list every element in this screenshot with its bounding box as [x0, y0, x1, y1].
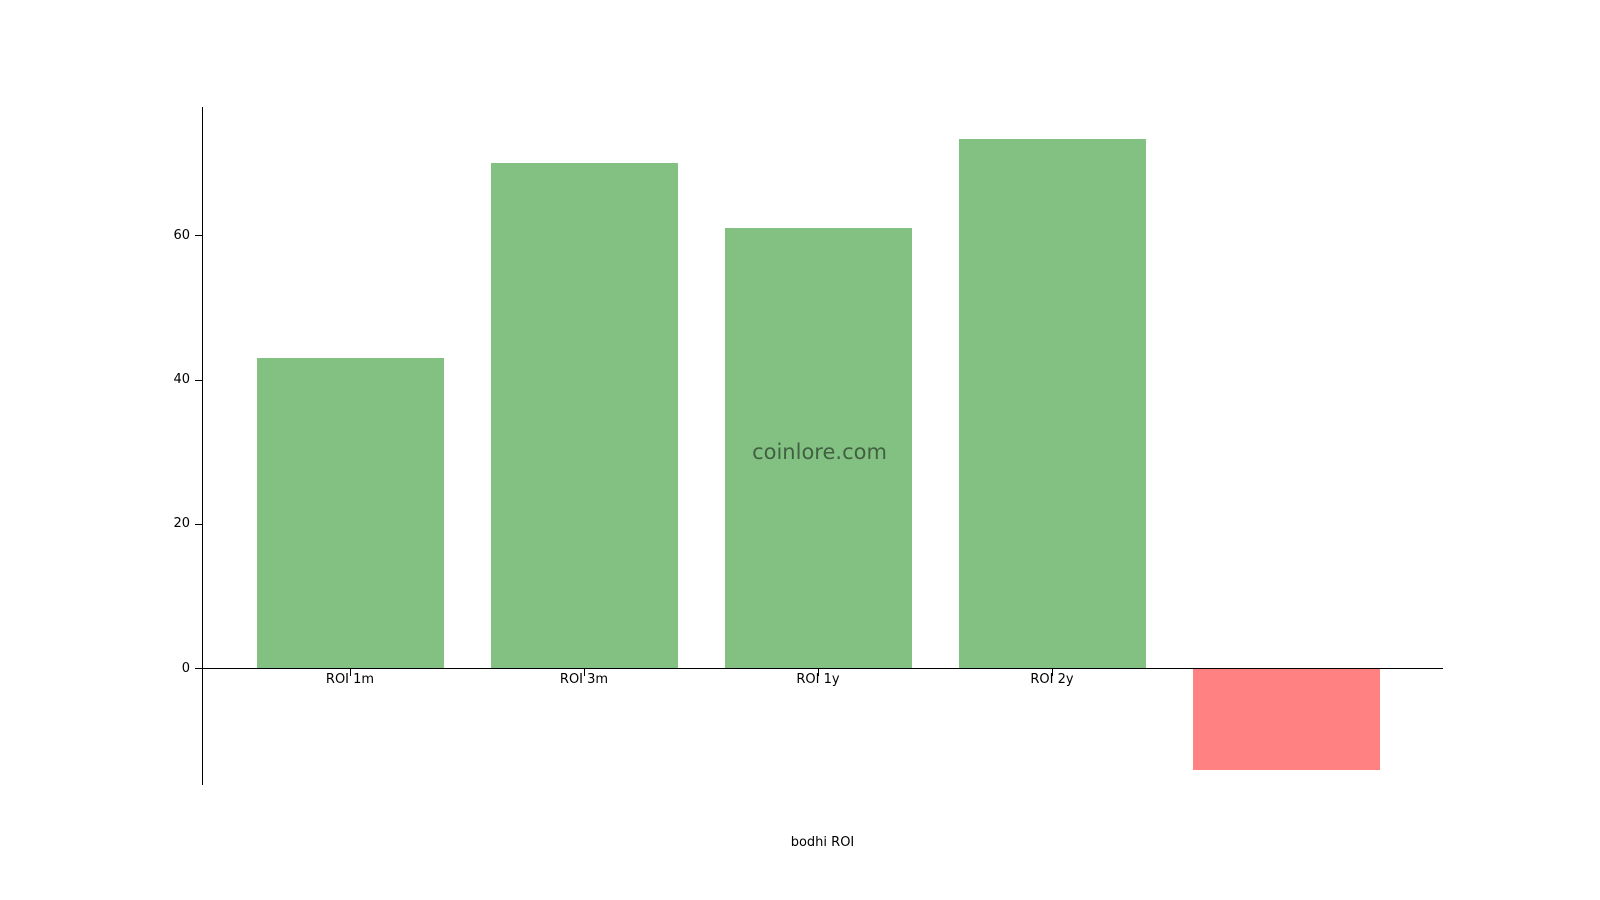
y-axis-line — [202, 107, 203, 785]
y-tick-label: 40 — [173, 372, 190, 388]
x-tick-label: ROI 1y — [796, 672, 840, 687]
x-tick-label: ROI 2y — [1030, 672, 1074, 687]
y-tick-mark — [195, 379, 202, 381]
x-axis-line — [202, 668, 1443, 669]
bar-roi-3m — [490, 163, 678, 669]
x-tick-mark — [350, 669, 351, 676]
bar-roi-1m — [256, 358, 444, 669]
watermark: coinlore.com — [752, 440, 887, 464]
y-tick-mark — [195, 235, 202, 237]
x-tick-mark — [818, 669, 819, 676]
y-tick-mark — [195, 668, 202, 670]
y-tick-label: 20 — [173, 516, 190, 532]
y-tick-label: 0 — [181, 660, 190, 676]
x-tick-label: ROI 1m — [325, 672, 375, 687]
x-tick-mark — [584, 669, 585, 676]
bar-roi-2y — [958, 139, 1146, 669]
bar-roi-1y — [724, 228, 912, 669]
bar-negative — [1192, 669, 1380, 770]
x-axis-title: bodhi ROI — [790, 835, 855, 850]
x-tick-label: ROI 3m — [559, 672, 609, 687]
y-tick-mark — [195, 523, 202, 525]
y-tick-label: 60 — [173, 227, 190, 243]
x-tick-mark — [1052, 669, 1053, 676]
